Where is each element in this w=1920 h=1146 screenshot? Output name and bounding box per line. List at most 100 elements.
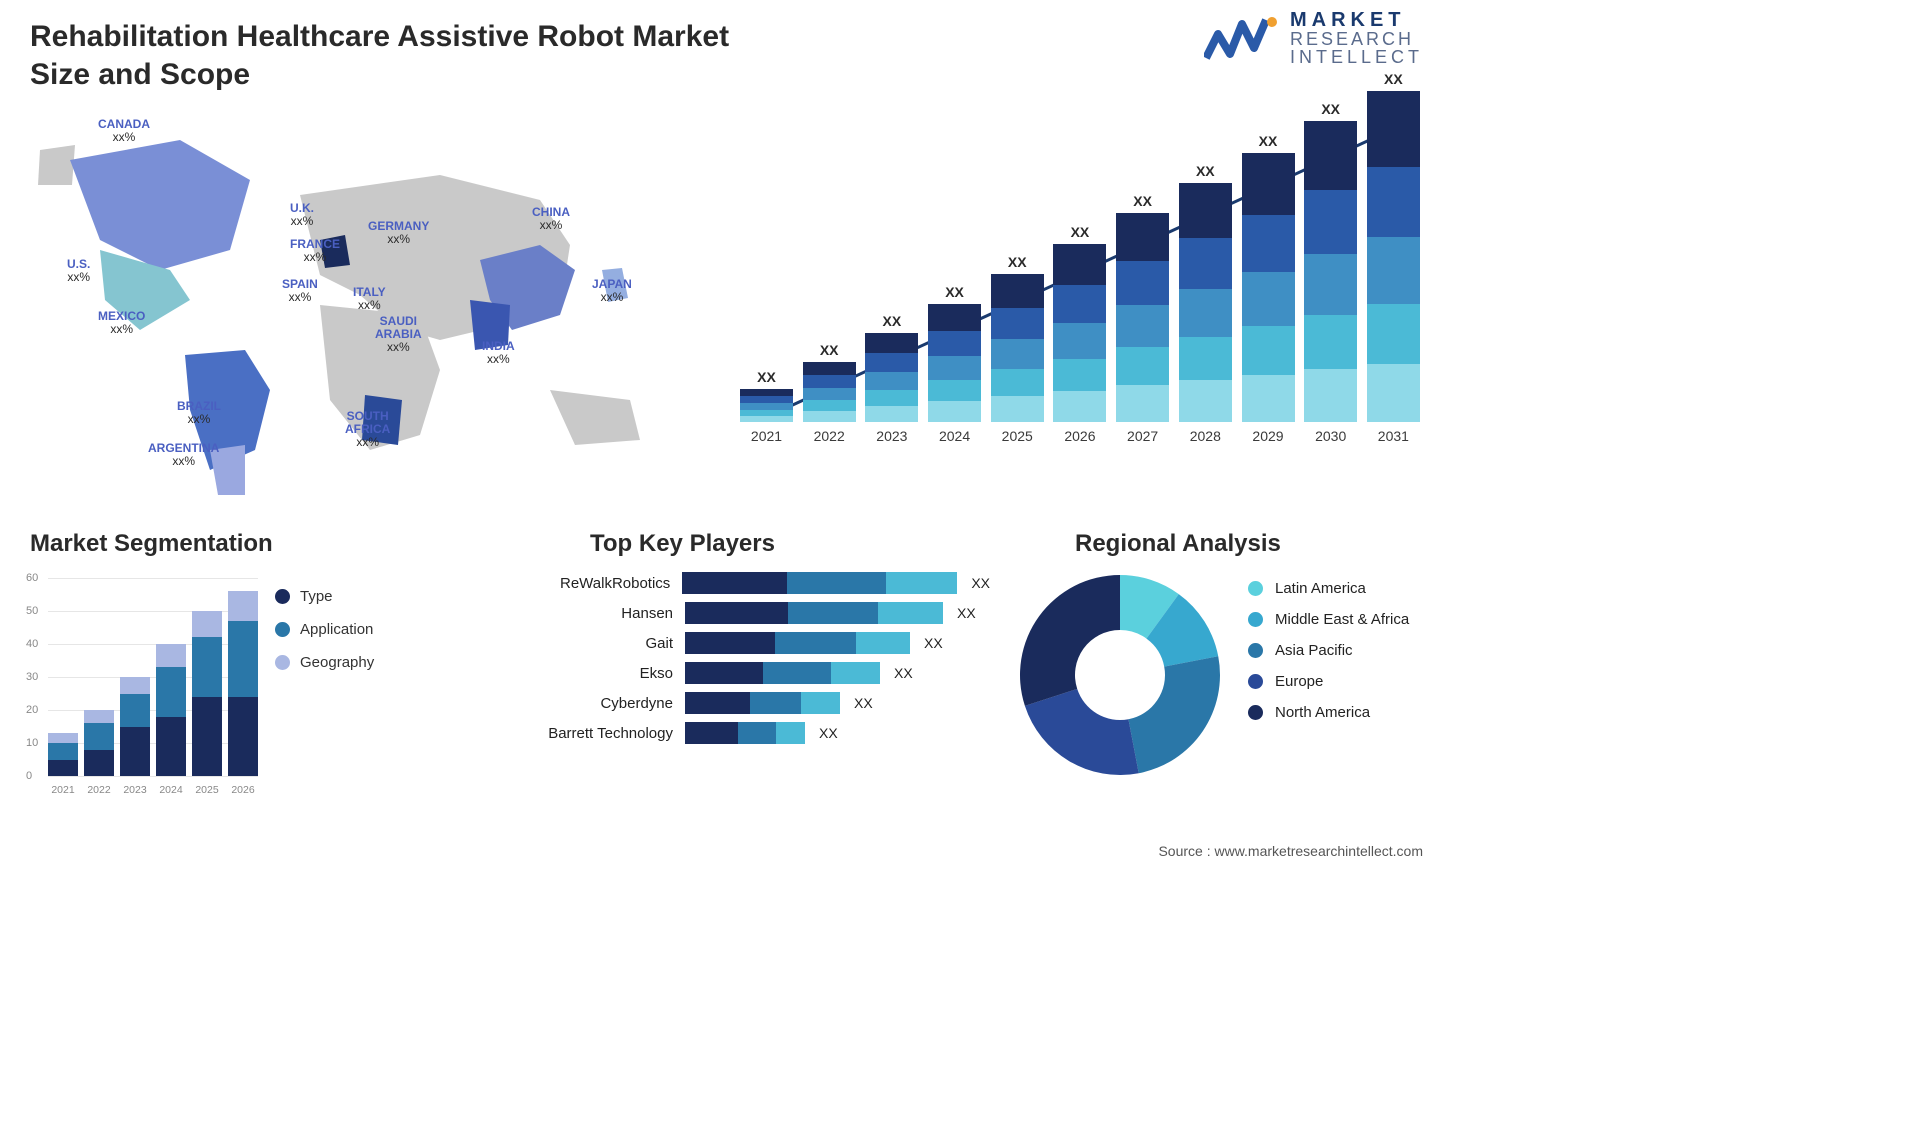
- growth-bar-segment: [991, 369, 1044, 396]
- growth-bar-segment: [1116, 213, 1169, 261]
- seg-bar-segment: [228, 591, 258, 621]
- player-row: Barrett TechnologyXX: [530, 722, 990, 744]
- seg-bar-segment: [84, 750, 114, 776]
- growth-bar-year: 2029: [1252, 428, 1283, 444]
- growth-bar-segment: [1242, 272, 1295, 326]
- growth-bar-segment: [928, 401, 981, 422]
- legend-label: North America: [1275, 704, 1370, 721]
- player-bar-segment: [886, 572, 958, 594]
- seg-bar-segment: [120, 727, 150, 777]
- player-name: Hansen: [530, 605, 685, 622]
- map-label-japan: JAPANxx%: [592, 278, 632, 304]
- growth-bar-segment: [740, 403, 793, 410]
- growth-bar-segment: [928, 356, 981, 380]
- seg-bar-segment: [84, 723, 114, 749]
- growth-bar-segment: [991, 308, 1044, 339]
- seg-bar-segment: [228, 621, 258, 697]
- map-label-mexico: MEXICOxx%: [98, 310, 145, 336]
- growth-bar-2024: XX2024: [928, 284, 981, 444]
- growth-bar-segment: [1367, 237, 1420, 304]
- growth-bar-2021: XX2021: [740, 369, 793, 444]
- player-row: HansenXX: [530, 602, 990, 624]
- growth-bar-year: 2027: [1127, 428, 1158, 444]
- growth-bar-2026: XX2026: [1053, 224, 1106, 444]
- map-label-saudi-arabia: SAUDIARABIAxx%: [375, 315, 422, 355]
- growth-bar-segment: [1179, 337, 1232, 380]
- growth-bar-segment: [1116, 305, 1169, 347]
- regional-donut: [1005, 560, 1235, 790]
- growth-bar-year: 2025: [1002, 428, 1033, 444]
- player-bar: [685, 662, 880, 684]
- seg-y-tick: 20: [26, 704, 38, 716]
- seg-legend-item: Application: [275, 621, 374, 638]
- seg-bar-segment: [84, 710, 114, 723]
- growth-bar-segment: [1053, 391, 1106, 422]
- regional-title: Regional Analysis: [1075, 530, 1281, 558]
- map-label-france: FRANCExx%: [290, 238, 340, 264]
- seg-bar-segment: [120, 677, 150, 694]
- growth-bar-segment: [1053, 285, 1106, 323]
- growth-bar-segment: [991, 396, 1044, 422]
- growth-bar-year: 2023: [876, 428, 907, 444]
- legend-label: Type: [300, 588, 333, 605]
- player-bar-segment: [787, 572, 886, 594]
- player-row: ReWalkRoboticsXX: [530, 572, 990, 594]
- growth-bar-segment: [865, 406, 918, 422]
- growth-bar-segment: [1053, 244, 1106, 285]
- player-value: XX: [971, 575, 990, 591]
- growth-bar-2030: XX2030: [1304, 101, 1357, 444]
- map-region-north-america: [70, 140, 250, 270]
- seg-bar-segment: [228, 697, 258, 776]
- player-bar-segment: [685, 632, 775, 654]
- legend-label: Asia Pacific: [1275, 642, 1353, 659]
- seg-bar-segment: [156, 644, 186, 667]
- map-label-south-africa: SOUTHAFRICAxx%: [345, 410, 390, 450]
- seg-bar-2023: [120, 677, 150, 776]
- legend-swatch: [1248, 705, 1263, 720]
- seg-legend-item: Type: [275, 588, 374, 605]
- seg-bar-segment: [156, 667, 186, 717]
- growth-bar-segment: [1304, 254, 1357, 315]
- seg-x-label: 2021: [48, 784, 78, 796]
- seg-x-label: 2025: [192, 784, 222, 796]
- player-bar-segment: [685, 602, 788, 624]
- seg-bar-segment: [48, 733, 78, 743]
- player-name: Ekso: [530, 665, 685, 682]
- seg-bar-2024: [156, 644, 186, 776]
- player-bar-segment: [831, 662, 880, 684]
- legend-label: Application: [300, 621, 373, 638]
- legend-swatch: [1248, 643, 1263, 658]
- map-label-u-k-: U.K.xx%: [290, 202, 314, 228]
- legend-swatch: [1248, 674, 1263, 689]
- growth-bar-segment: [1367, 364, 1420, 422]
- seg-x-label: 2022: [84, 784, 114, 796]
- growth-bar-segment: [991, 339, 1044, 369]
- map-label-spain: SPAINxx%: [282, 278, 318, 304]
- growth-bar-segment: [1304, 315, 1357, 369]
- seg-gridline: [48, 776, 258, 777]
- growth-bar-segment: [865, 372, 918, 390]
- player-bar: [685, 692, 840, 714]
- player-bar-segment: [788, 602, 878, 624]
- donut-slice-asia-pacific: [1128, 656, 1220, 773]
- seg-y-tick: 10: [26, 737, 38, 749]
- growth-bar-segment: [1053, 359, 1106, 391]
- player-value: XX: [894, 665, 913, 681]
- legend-swatch: [275, 622, 290, 637]
- brand-logo: MARKET RESEARCH INTELLECT: [1204, 10, 1423, 66]
- growth-bar-segment: [1367, 304, 1420, 364]
- seg-y-tick: 30: [26, 671, 38, 683]
- growth-bar-segment: [740, 389, 793, 396]
- source-attribution: Source : www.marketresearchintellect.com: [1158, 843, 1423, 859]
- player-bar-segment: [685, 662, 763, 684]
- logo-line-3: INTELLECT: [1290, 48, 1423, 66]
- player-name: Barrett Technology: [530, 725, 685, 742]
- seg-bar-segment: [192, 611, 222, 637]
- growth-bar-year: 2022: [814, 428, 845, 444]
- growth-bar-year: 2026: [1064, 428, 1095, 444]
- growth-bar-segment: [1179, 289, 1232, 337]
- seg-bar-2022: [84, 710, 114, 776]
- logo-line-2: RESEARCH: [1290, 30, 1423, 48]
- player-bar-segment: [682, 572, 787, 594]
- seg-bar-segment: [48, 760, 78, 777]
